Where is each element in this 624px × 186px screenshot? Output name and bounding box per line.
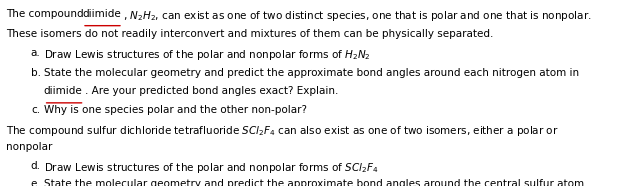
Text: d.: d.	[31, 161, 41, 171]
Text: The compound: The compound	[6, 9, 87, 19]
Text: c.: c.	[31, 105, 41, 115]
Text: State the molecular geometry and predict the approximate bond angles around the : State the molecular geometry and predict…	[44, 179, 587, 186]
Text: The compound sulfur dichloride tetrafluoride $SCl_2F_4$ can also exist as one of: The compound sulfur dichloride tetrafluo…	[6, 124, 559, 138]
Text: State the molecular geometry and predict the approximate bond angles around each: State the molecular geometry and predict…	[44, 68, 579, 78]
Text: , $N_2H_2$, can exist as one of two distinct species, one that is polar and one : , $N_2H_2$, can exist as one of two dist…	[123, 9, 592, 23]
Text: Draw Lewis structures of the polar and nonpolar forms of $SCl_2F_4$: Draw Lewis structures of the polar and n…	[44, 161, 378, 175]
Text: diimide: diimide	[82, 9, 121, 19]
Text: e.: e.	[31, 179, 41, 186]
Text: nonpolar: nonpolar	[6, 142, 52, 152]
Text: . Are your predicted bond angles exact? Explain.: . Are your predicted bond angles exact? …	[84, 86, 338, 97]
Text: b.: b.	[31, 68, 41, 78]
Text: These isomers do not readily interconvert and mixtures of them can be physically: These isomers do not readily interconver…	[6, 29, 494, 39]
Text: Draw Lewis structures of the polar and nonpolar forms of $H_2N_2$: Draw Lewis structures of the polar and n…	[44, 48, 371, 62]
Text: a.: a.	[31, 48, 41, 58]
Text: diimide: diimide	[44, 86, 82, 97]
Text: Why is one species polar and the other non-polar?: Why is one species polar and the other n…	[44, 105, 306, 115]
